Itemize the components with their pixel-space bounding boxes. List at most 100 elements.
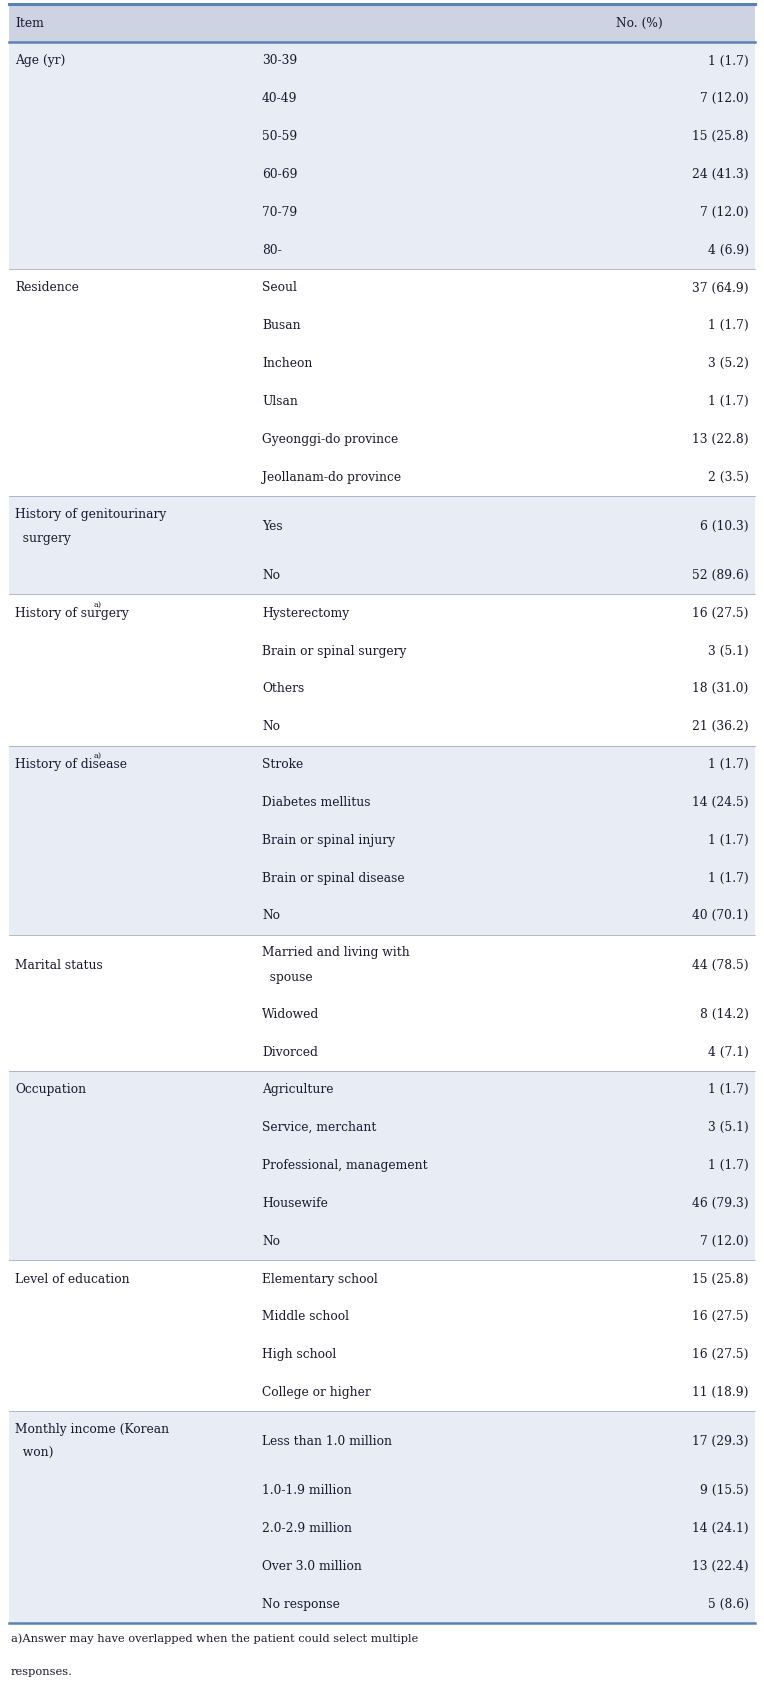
Text: 44 (78.5): 44 (78.5) [692, 959, 749, 971]
Bar [9, 557, 755, 594]
Text: History of surgery: History of surgery [15, 606, 129, 620]
Text: 13 (22.8): 13 (22.8) [692, 433, 749, 447]
Text: Busan: Busan [262, 319, 301, 333]
Text: 52 (89.6): 52 (89.6) [692, 569, 749, 582]
Text: 1 (1.7): 1 (1.7) [708, 871, 749, 885]
Text: 11 (18.9): 11 (18.9) [692, 1386, 749, 1399]
Bar [9, 897, 755, 936]
Text: 16 (27.5): 16 (27.5) [692, 1348, 749, 1362]
Bar [9, 496, 755, 557]
Bar [9, 117, 755, 156]
Text: 15 (25.8): 15 (25.8) [692, 131, 749, 143]
Text: 7 (12.0): 7 (12.0) [700, 205, 749, 219]
Text: 5 (8.6): 5 (8.6) [707, 1598, 749, 1611]
Text: 7 (12.0): 7 (12.0) [700, 92, 749, 105]
Bar [9, 1146, 755, 1185]
Text: Widowed: Widowed [262, 1007, 319, 1020]
Bar [9, 936, 755, 995]
Text: No: No [262, 720, 280, 734]
Text: No response: No response [262, 1598, 340, 1611]
Text: responses.: responses. [11, 1667, 73, 1678]
Text: 4 (7.1): 4 (7.1) [707, 1046, 749, 1058]
Text: 1 (1.7): 1 (1.7) [708, 319, 749, 333]
Bar [9, 421, 755, 458]
Bar [9, 80, 755, 117]
Text: Residence: Residence [15, 282, 79, 294]
Text: Marital status: Marital status [15, 959, 103, 971]
Text: 16 (27.5): 16 (27.5) [692, 1311, 749, 1323]
Text: Age (yr): Age (yr) [15, 54, 66, 68]
Text: History of disease: History of disease [15, 757, 128, 771]
Text: 3 (5.1): 3 (5.1) [708, 645, 749, 657]
Bar [9, 594, 755, 632]
Text: Middle school: Middle school [262, 1311, 349, 1323]
Text: 2 (3.5): 2 (3.5) [707, 470, 749, 484]
Bar [9, 268, 755, 307]
Text: Brain or spinal surgery: Brain or spinal surgery [262, 645, 406, 657]
Text: Item: Item [15, 17, 44, 29]
Text: 70-79: 70-79 [262, 205, 297, 219]
Text: Divorced: Divorced [262, 1046, 318, 1058]
Text: Jeollanam-do province: Jeollanam-do province [262, 470, 401, 484]
Text: 7 (12.0): 7 (12.0) [700, 1234, 749, 1248]
Text: College or higher: College or higher [262, 1386, 371, 1399]
Text: Hysterectomy: Hysterectomy [262, 606, 349, 620]
Bar [9, 671, 755, 708]
Text: Brain or spinal disease: Brain or spinal disease [262, 871, 405, 885]
Text: surgery: surgery [15, 531, 71, 545]
Text: 9 (15.5): 9 (15.5) [700, 1484, 749, 1498]
Text: 50-59: 50-59 [262, 131, 297, 143]
Text: Married and living with: Married and living with [262, 946, 410, 959]
Text: 14 (24.5): 14 (24.5) [692, 796, 749, 808]
Text: 1 (1.7): 1 (1.7) [708, 1160, 749, 1172]
Text: Less than 1.0 million: Less than 1.0 million [262, 1435, 392, 1448]
Bar [9, 345, 755, 382]
Text: 30-39: 30-39 [262, 54, 297, 68]
Text: 4 (6.9): 4 (6.9) [707, 243, 749, 256]
Text: No: No [262, 569, 280, 582]
Bar [9, 1297, 755, 1336]
Text: 1 (1.7): 1 (1.7) [708, 757, 749, 771]
Text: 3 (5.1): 3 (5.1) [708, 1121, 749, 1134]
Text: Level of education: Level of education [15, 1272, 130, 1285]
Bar [9, 1374, 755, 1411]
Text: Professional, management: Professional, management [262, 1160, 428, 1172]
Text: No: No [262, 1234, 280, 1248]
Text: 37 (64.9): 37 (64.9) [692, 282, 749, 294]
Bar [9, 231, 755, 268]
Bar [9, 42, 755, 80]
Bar [9, 859, 755, 897]
Bar [9, 632, 755, 671]
Bar [9, 745, 755, 783]
Text: 24 (41.3): 24 (41.3) [692, 168, 749, 182]
Bar [9, 1071, 755, 1109]
Bar [9, 382, 755, 421]
Text: 18 (31.0): 18 (31.0) [692, 683, 749, 696]
Bar [9, 1336, 755, 1374]
Text: a): a) [94, 752, 102, 761]
Text: Stroke: Stroke [262, 757, 303, 771]
Text: Incheon: Incheon [262, 357, 312, 370]
Text: Housewife: Housewife [262, 1197, 328, 1211]
Text: 1 (1.7): 1 (1.7) [708, 1083, 749, 1097]
Bar [9, 1411, 755, 1472]
Text: 15 (25.8): 15 (25.8) [692, 1272, 749, 1285]
Text: Over 3.0 million: Over 3.0 million [262, 1560, 362, 1572]
Text: 21 (36.2): 21 (36.2) [692, 720, 749, 734]
Text: a)Answer may have overlapped when the patient could select multiple: a)Answer may have overlapped when the pa… [11, 1633, 418, 1644]
Bar [9, 1185, 755, 1223]
Text: Brain or spinal injury: Brain or spinal injury [262, 834, 395, 847]
Text: Ulsan: Ulsan [262, 396, 298, 408]
Text: won): won) [15, 1447, 53, 1460]
Bar [9, 1109, 755, 1146]
Text: 17 (29.3): 17 (29.3) [692, 1435, 749, 1448]
Text: 40 (70.1): 40 (70.1) [692, 910, 749, 922]
Bar [9, 1586, 755, 1623]
Text: High school: High school [262, 1348, 336, 1362]
Text: a): a) [94, 601, 102, 610]
Bar [9, 995, 755, 1032]
Text: 2.0-2.9 million: 2.0-2.9 million [262, 1521, 352, 1535]
Text: 1.0-1.9 million: 1.0-1.9 million [262, 1484, 351, 1498]
Text: 3 (5.2): 3 (5.2) [707, 357, 749, 370]
Text: History of genitourinary: History of genitourinary [15, 508, 167, 521]
